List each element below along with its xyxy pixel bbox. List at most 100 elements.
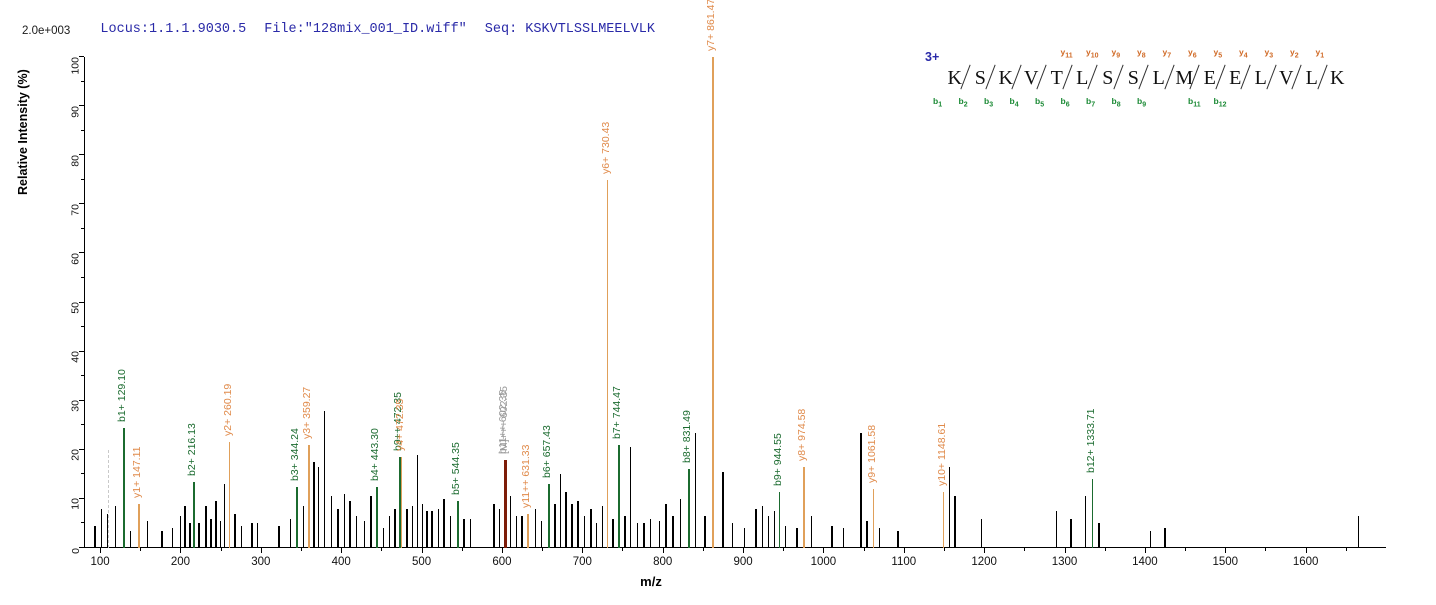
- peak-unassigned: [171, 528, 174, 548]
- y-axis-tick-label: 20: [70, 449, 82, 461]
- peak-unassigned: [411, 506, 414, 548]
- y-axis-minor-tick: [81, 424, 84, 426]
- y-axis-minor-tick: [81, 473, 84, 475]
- file-text: File:"128mix_001_ID.wiff": [264, 22, 467, 37]
- peak-label: b8+ 831.49: [680, 410, 693, 464]
- residue-letter: K: [998, 67, 1013, 89]
- peak-unassigned: [337, 508, 339, 548]
- peak-unassigned: [302, 506, 305, 548]
- peak-unassigned: [601, 506, 604, 548]
- y-axis-tick: 90: [70, 105, 84, 117]
- b-ion-label: b5: [1035, 96, 1045, 109]
- peak-label: y7+ 861.47: [705, 0, 718, 51]
- x-axis-minor-tick: [702, 548, 704, 551]
- peak-b-ion: [618, 444, 620, 548]
- peak-unassigned: [223, 484, 226, 548]
- residue-letter: L: [1305, 67, 1318, 89]
- peak-unassigned: [343, 494, 346, 548]
- peak-y-ion: [606, 179, 609, 548]
- y-axis-minor-tick: [81, 326, 84, 328]
- b-ion-label: b1: [933, 96, 943, 109]
- peak-unassigned: [722, 471, 724, 548]
- peak-unassigned: [665, 503, 667, 548]
- peak-unassigned: [948, 467, 951, 548]
- residue-letter: L: [1254, 67, 1267, 89]
- peak-label: b5+ 544.35: [450, 442, 463, 496]
- y-ion-label: y2: [1290, 47, 1299, 60]
- peak-unassigned: [416, 454, 419, 548]
- peak-unassigned: [1055, 511, 1058, 548]
- x-axis-tick-label: 200: [170, 556, 191, 568]
- y-axis-tick-label: 40: [70, 351, 82, 363]
- peak-label: y6+ 730.43: [599, 121, 612, 174]
- peak-unassigned: [382, 528, 385, 548]
- peak-y-ion: [802, 467, 805, 548]
- y-axis-line: [84, 57, 85, 548]
- peak-y-ion: [400, 457, 403, 548]
- seq-label: Seq:: [484, 22, 518, 37]
- y-axis-tick-label: 70: [70, 203, 82, 216]
- x-axis-minor-tick: [140, 548, 142, 551]
- peak-y-ion: [527, 513, 529, 548]
- peak-label: y4+ 472.35: [393, 398, 406, 452]
- x-axis-tick-label: 1000: [810, 556, 837, 568]
- residue-letter: L: [1076, 67, 1089, 89]
- y-axis-tick: 10: [70, 497, 84, 510]
- peak-unassigned: [323, 410, 325, 548]
- peak-unassigned: [694, 432, 697, 548]
- residue-letter: S: [1127, 67, 1139, 89]
- peak-y-ion: [712, 57, 714, 548]
- x-axis-tick-label: 500: [411, 556, 432, 568]
- x-axis-minor-tick: [1265, 548, 1267, 551]
- peak-b-ion: [548, 484, 550, 548]
- y-axis-tick: 0: [70, 547, 84, 553]
- peak-unassigned: [198, 523, 200, 548]
- peak-unassigned: [317, 467, 320, 548]
- x-axis-minor-tick: [783, 548, 785, 551]
- peak-unassigned: [426, 511, 428, 548]
- peak-unassigned: [743, 528, 746, 548]
- x-axis-tick: 1400: [1132, 548, 1158, 568]
- peak-unassigned: [313, 462, 315, 548]
- peak-unassigned: [540, 521, 542, 548]
- y-axis-tick: 100: [70, 56, 84, 74]
- peak-unassigned: [1164, 528, 1166, 548]
- x-axis-minor-tick: [381, 548, 383, 551]
- x-axis-tick-label: 1300: [1051, 556, 1078, 568]
- x-axis-tick: 900: [733, 548, 753, 568]
- peak-b-ion: [399, 457, 401, 548]
- peak-b-ion: [123, 427, 126, 548]
- x-axis-tick: 1000: [811, 548, 836, 568]
- peak-unassigned: [1084, 496, 1087, 548]
- peak-label: y8+ 974.58: [795, 408, 808, 461]
- b-ion-label: b7: [1086, 96, 1096, 109]
- sequence-text: KSKVTLSSLMEELVLK: [525, 22, 655, 37]
- residue-letter: M: [1175, 67, 1194, 89]
- peak-unassigned: [658, 521, 661, 548]
- peak-unassigned: [831, 525, 833, 548]
- y-axis-minor-tick: [81, 276, 84, 278]
- y-axis-tick-label: 30: [70, 400, 82, 412]
- peak-unassigned: [515, 516, 518, 548]
- peak-unassigned: [954, 496, 956, 548]
- peak-label: [M]+++ 602.35: [498, 385, 511, 454]
- peak-b-ion: [193, 481, 195, 548]
- b-ion-label: b12: [1213, 96, 1227, 109]
- y-axis-tick: 20: [70, 448, 84, 461]
- y-axis-tick-label: 80: [70, 154, 82, 167]
- peak-unassigned: [773, 511, 776, 548]
- y-axis-tick: 60: [70, 252, 84, 265]
- peak-b-ion: [375, 486, 378, 548]
- y-ion-label: y6: [1188, 47, 1197, 60]
- peak-unassigned: [189, 523, 191, 548]
- peak-unassigned: [388, 516, 391, 548]
- peak-unassigned: [704, 516, 706, 548]
- peak-unassigned: [509, 496, 512, 548]
